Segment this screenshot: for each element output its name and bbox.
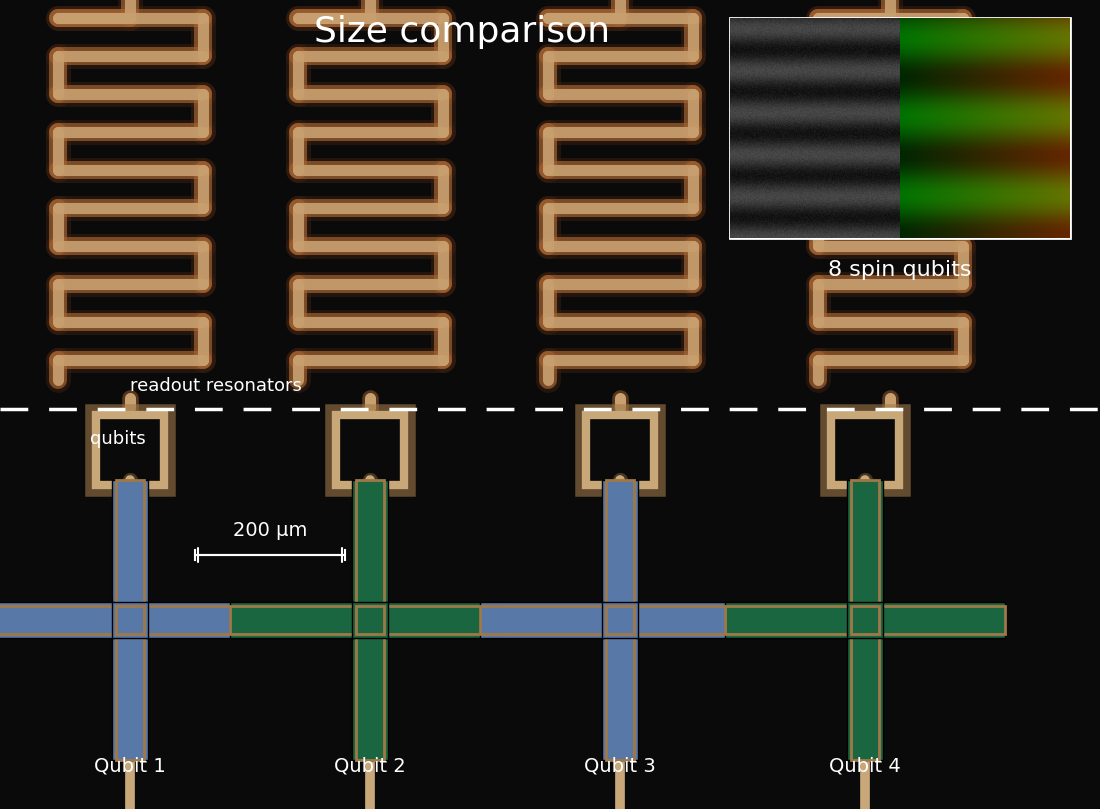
Bar [352, 602, 388, 638]
Text: Size comparison: Size comparison [314, 15, 610, 49]
Bar [847, 480, 883, 760]
Bar [0, 602, 270, 638]
Text: 8 spin qubits: 8 spin qubits [828, 260, 971, 280]
Text: readout resonators: readout resonators [130, 377, 301, 395]
Bar [230, 602, 510, 638]
Bar [851, 480, 879, 760]
Text: Qubit 4: Qubit 4 [829, 756, 901, 775]
Bar [730, 18, 1070, 238]
Bar [826, 410, 904, 490]
Bar [91, 410, 169, 490]
Text: 200 μm: 200 μm [233, 521, 307, 540]
Bar [112, 480, 148, 760]
Bar [602, 480, 638, 760]
Bar [581, 410, 659, 490]
Text: Qubit 2: Qubit 2 [334, 756, 406, 775]
Bar [336, 415, 404, 485]
Bar [356, 606, 384, 634]
Bar [230, 606, 510, 634]
Bar [480, 602, 760, 638]
Bar [352, 480, 388, 760]
Bar [602, 602, 638, 638]
Bar [112, 602, 148, 638]
Bar [830, 415, 899, 485]
Bar [0, 606, 270, 634]
Bar [331, 410, 409, 490]
Bar [725, 606, 1005, 634]
Bar [480, 606, 760, 634]
Text: Qubit 1: Qubit 1 [95, 756, 166, 775]
Bar [847, 602, 883, 638]
Text: qubits: qubits [90, 430, 145, 448]
Text: Qubit 3: Qubit 3 [584, 756, 656, 775]
Bar [116, 606, 144, 634]
Bar [356, 480, 384, 760]
Bar [116, 480, 144, 760]
Bar [606, 606, 634, 634]
Bar [851, 606, 879, 634]
Bar [725, 602, 1005, 638]
Bar [586, 415, 654, 485]
Bar [96, 415, 164, 485]
Bar [606, 480, 634, 760]
